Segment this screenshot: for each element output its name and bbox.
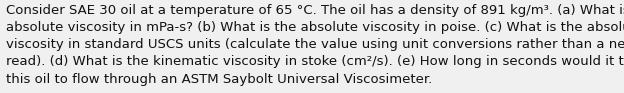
- Text: this oil to flow through an ASTM Saybolt Universal Viscosimeter.: this oil to flow through an ASTM Saybolt…: [6, 73, 432, 86]
- Text: read). (d) What is the kinematic viscosity in stoke (cm²/s). (e) How long in sec: read). (d) What is the kinematic viscosi…: [6, 55, 624, 68]
- Text: viscosity in standard USCS units (calculate the value using unit conversions rat: viscosity in standard USCS units (calcul…: [6, 38, 624, 51]
- Text: Consider SAE 30 oil at a temperature of 65 °C. The oil has a density of 891 kg/m: Consider SAE 30 oil at a temperature of …: [6, 4, 624, 17]
- Text: absolute viscosity in mPa-s? (b) What is the absolute viscosity in poise. (c) Wh: absolute viscosity in mPa-s? (b) What is…: [6, 21, 624, 34]
